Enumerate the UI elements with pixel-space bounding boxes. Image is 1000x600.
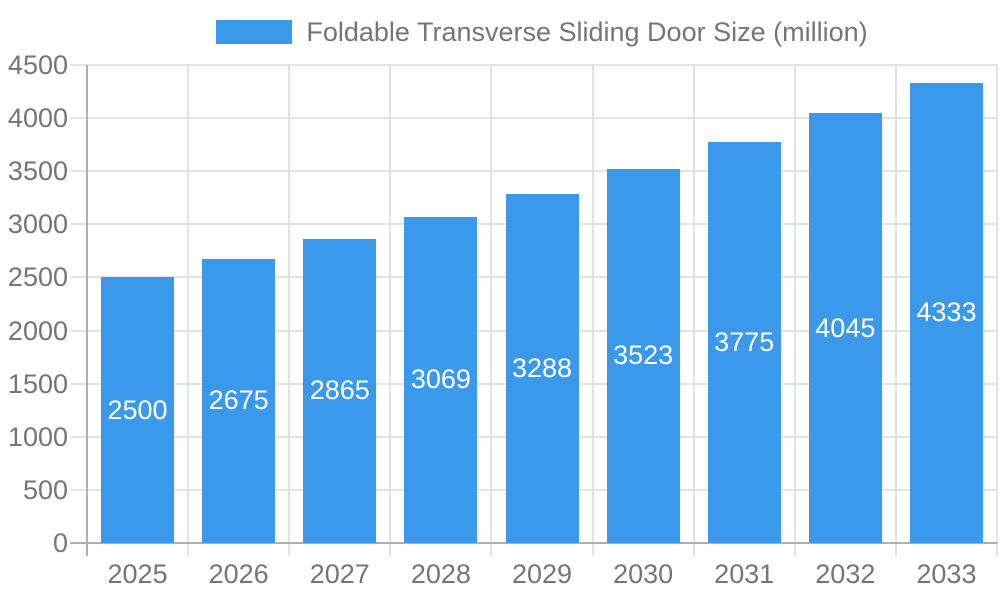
x-gridline [692,65,695,556]
x-gridline [793,65,796,556]
bar-value-label: 3523 [613,340,674,371]
bar-2025[interactable]: 2500 [101,277,175,543]
bar-2032[interactable]: 4045 [808,113,882,543]
x-axis-label: 2030 [613,559,674,589]
y-axis-label: 3000 [7,209,68,240]
y-axis-label: 1500 [7,368,68,399]
y-axis-label: 4000 [7,103,68,134]
y-axis-label: 2500 [7,262,68,293]
legend[interactable]: Foldable Transverse Sliding Door Size (m… [87,11,997,53]
bar-2027[interactable]: 2865 [303,238,377,543]
y-gridline [70,117,997,120]
bar-2029[interactable]: 3288 [505,193,579,543]
y-gridline [70,64,997,66]
y-axis-label: 1000 [7,421,68,452]
bar-2026[interactable]: 2675 [202,258,276,543]
x-axis-label: 2026 [208,559,269,589]
bar-2031[interactable]: 3775 [707,142,781,543]
legend-swatch[interactable] [216,20,293,44]
legend-label: Foldable Transverse Sliding Door Size (m… [306,16,868,47]
x-gridline [996,65,998,556]
bar-value-label: 2865 [309,375,370,406]
y-axis-label: 500 [22,474,68,505]
bar-value-label: 4045 [815,312,876,343]
bar-2033[interactable]: 4333 [909,82,983,543]
bar-value-label: 3775 [714,326,775,357]
y-axis-label: 0 [52,528,68,558]
y-axis-label: 4500 [7,50,68,80]
x-axis-label: 2031 [714,559,775,589]
x-gridline [490,65,493,556]
x-axis-label: 2033 [916,559,977,589]
bar-value-label: 4333 [916,297,977,328]
x-gridline [591,65,594,556]
bar-value-label: 3069 [410,364,471,395]
x-gridline [288,65,291,556]
y-axis-label: 2000 [7,315,68,346]
y-axis-line [86,65,88,556]
bar-value-label: 2500 [107,394,168,425]
x-gridline [389,65,392,556]
x-axis-baseline [70,542,997,544]
y-gridline [70,170,997,173]
bar-value-label: 3288 [511,352,573,383]
x-gridline [187,65,190,556]
y-axis-label: 3500 [7,156,68,187]
x-gridline [894,65,897,556]
x-axis-label: 2027 [309,559,370,589]
x-axis-label: 2025 [107,559,168,589]
x-axis-label: 2028 [410,559,471,589]
bar-value-label: 2675 [208,385,269,416]
bar-2030[interactable]: 3523 [606,168,680,543]
x-axis-label: 2032 [815,559,876,589]
x-axis-label: 2029 [511,559,573,589]
bar-2028[interactable]: 3069 [404,217,478,543]
